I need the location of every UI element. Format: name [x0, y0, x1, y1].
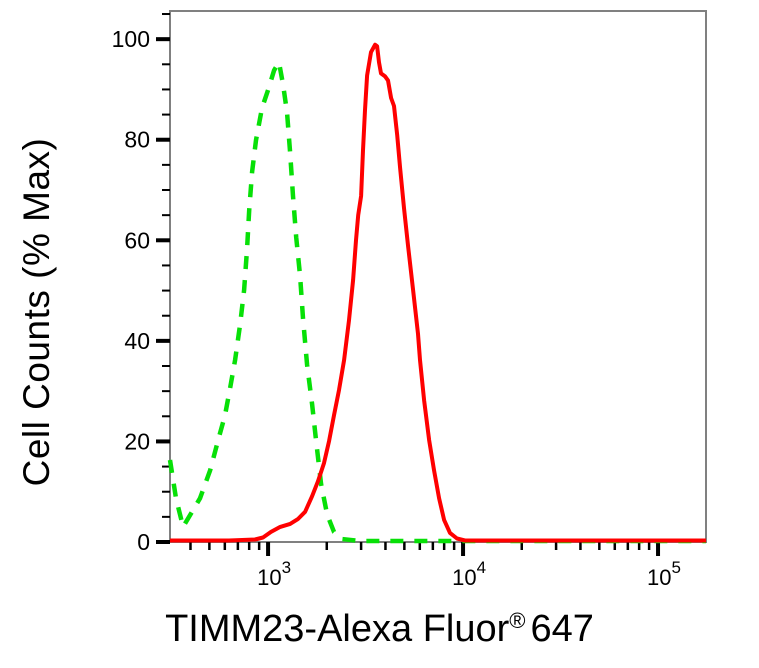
y-tick-label: 40: [124, 328, 150, 354]
axis-ticks: [156, 13, 661, 556]
y-tick-label: 80: [124, 127, 150, 153]
x-tick-label: 104: [452, 558, 486, 590]
y-axis-title: Cell Counts (% Max): [16, 137, 57, 487]
green-dashed-curve: [167, 60, 706, 544]
y-tick-label: 60: [124, 227, 150, 253]
y-tick-label: 20: [124, 428, 150, 454]
histogram-curves: [167, 42, 706, 544]
y-tick-label: 100: [112, 26, 150, 52]
y-tick-label: 0: [137, 529, 150, 555]
axis-tick-labels: 0 20 40 60 80 100 103 104 105: [112, 26, 681, 590]
registered-trademark-symbol: ®: [509, 608, 526, 633]
x-tick-label: 105: [647, 558, 681, 590]
x-axis-title: TIMM23-Alexa Fluor® 647: [0, 608, 759, 651]
plot-frame: [169, 10, 707, 543]
x-axis-title-text: TIMM23-Alexa Fluor: [165, 608, 510, 650]
x-axis-title-suffix: 647: [530, 608, 594, 650]
x-tick-label: 103: [257, 558, 291, 590]
red-solid-curve: [170, 42, 706, 543]
